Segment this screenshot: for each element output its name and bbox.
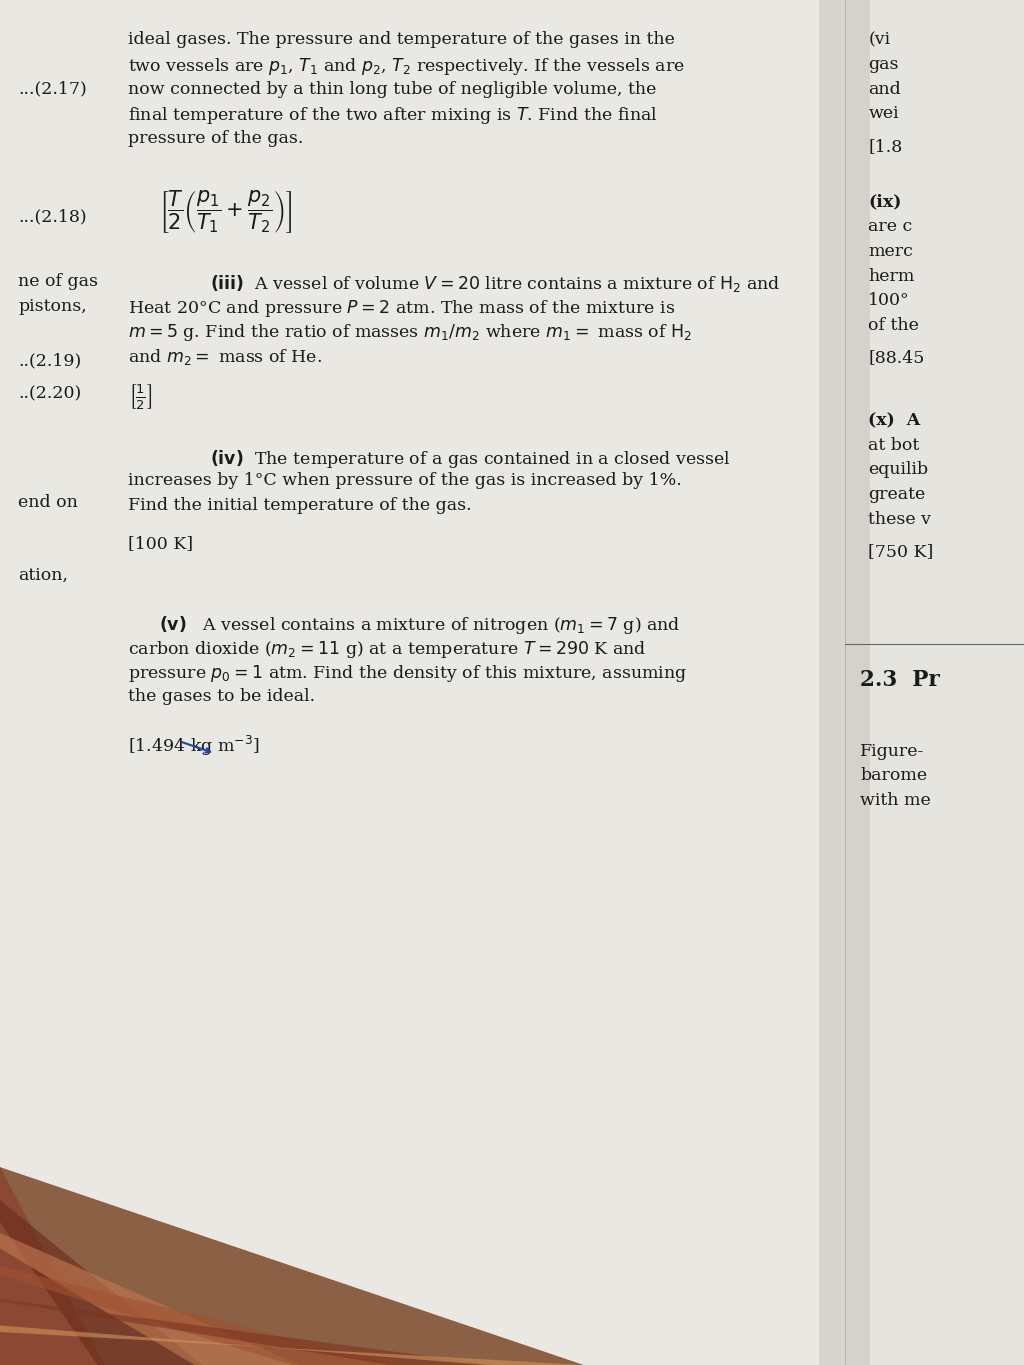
- Text: of the: of the: [868, 317, 920, 333]
- Text: ideal gases. The pressure and temperature of the gases in the: ideal gases. The pressure and temperatur…: [128, 31, 675, 48]
- Text: wei: wei: [868, 105, 899, 121]
- Text: [100 K]: [100 K]: [128, 535, 194, 551]
- Text: now connected by a thin long tube of negligible volume, the: now connected by a thin long tube of neg…: [128, 81, 656, 97]
- Text: $m=5$ g. Find the ratio of masses $m_1/m_2$ where $m_1=$ mass of $\mathrm{H_2}$: $m=5$ g. Find the ratio of masses $m_1/m…: [128, 322, 692, 343]
- Text: $\bf{(iii)}$  A vessel of volume $V=20$ litre contains a mixture of $\mathrm{H_2: $\bf{(iii)}$ A vessel of volume $V=20$ l…: [210, 273, 780, 293]
- Text: ...(2.18): ...(2.18): [18, 209, 87, 225]
- Polygon shape: [0, 1167, 584, 1365]
- Text: and $m_2=$ mass of He.: and $m_2=$ mass of He.: [128, 347, 323, 367]
- Text: 2.3  Pr: 2.3 Pr: [860, 669, 940, 691]
- Polygon shape: [0, 1167, 105, 1365]
- Text: at bot: at bot: [868, 437, 920, 453]
- Text: Figure-: Figure-: [860, 743, 925, 759]
- Text: final temperature of the two after mixing is $T$. Find the final: final temperature of the two after mixin…: [128, 105, 657, 126]
- Text: two vessels are $p_1$, $T_1$ and $p_2$, $T_2$ respectively. If the vessels are: two vessels are $p_1$, $T_1$ and $p_2$, …: [128, 56, 685, 76]
- Text: ation,: ation,: [18, 566, 69, 583]
- Text: merc: merc: [868, 243, 913, 259]
- Text: $\left[\frac{1}{2}\right]$: $\left[\frac{1}{2}\right]$: [128, 382, 153, 412]
- Text: [88.45: [88.45: [868, 349, 925, 366]
- Polygon shape: [0, 1267, 397, 1365]
- Text: with me: with me: [860, 792, 931, 808]
- Polygon shape: [0, 1200, 203, 1365]
- Text: end on: end on: [18, 494, 78, 511]
- Text: herm: herm: [868, 268, 914, 284]
- Text: [750 K]: [750 K]: [868, 543, 934, 560]
- Text: pressure $p_0 = 1$ atm. Find the density of this mixture, assuming: pressure $p_0 = 1$ atm. Find the density…: [128, 663, 687, 684]
- Polygon shape: [0, 1325, 584, 1365]
- Text: equilib: equilib: [868, 461, 929, 478]
- Text: ...(2.17): ...(2.17): [18, 81, 87, 97]
- Text: (vi: (vi: [868, 31, 891, 48]
- Text: pressure of the gas.: pressure of the gas.: [128, 130, 303, 146]
- Text: ..(2.20): ..(2.20): [18, 385, 82, 401]
- Text: $\bf{(v)}$   A vessel contains a mixture of nitrogen ($m_1 = 7$ g) and: $\bf{(v)}$ A vessel contains a mixture o…: [159, 614, 680, 636]
- Text: (x)  A: (x) A: [868, 412, 921, 429]
- Text: ..(2.19): ..(2.19): [18, 352, 82, 369]
- Text: pistons,: pistons,: [18, 298, 87, 314]
- Text: ne of gas: ne of gas: [18, 273, 98, 289]
- Text: barome: barome: [860, 767, 928, 784]
- Text: the gases to be ideal.: the gases to be ideal.: [128, 688, 315, 704]
- Text: carbon dioxide ($m_2 = 11$ g) at a temperature $T = 290$ K and: carbon dioxide ($m_2 = 11$ g) at a tempe…: [128, 639, 646, 659]
- Text: Find the initial temperature of the gas.: Find the initial temperature of the gas.: [128, 497, 472, 513]
- Polygon shape: [0, 1233, 300, 1365]
- Text: Heat 20°C and pressure $P=2$ atm. The mass of the mixture is: Heat 20°C and pressure $P=2$ atm. The ma…: [128, 298, 675, 318]
- Text: gas: gas: [868, 56, 899, 72]
- Polygon shape: [0, 1299, 495, 1365]
- Text: [1.494 kg m$^{-3}$]: [1.494 kg m$^{-3}$]: [128, 734, 259, 759]
- Text: (ix): (ix): [868, 194, 902, 210]
- Text: $\bf{(iv)}$  The temperature of a gas contained in a closed vessel: $\bf{(iv)}$ The temperature of a gas con…: [210, 448, 730, 470]
- Text: and: and: [868, 81, 901, 97]
- Text: increases by 1°C when pressure of the gas is increased by 1%.: increases by 1°C when pressure of the ga…: [128, 472, 682, 489]
- Text: $\left[\dfrac{T}{2}\left(\dfrac{p_1}{T_1}+\dfrac{p_2}{T_2}\right)\right]$: $\left[\dfrac{T}{2}\left(\dfrac{p_1}{T_1…: [159, 188, 292, 235]
- Bar: [845, 0, 1024, 1365]
- Text: these v: these v: [868, 511, 932, 527]
- Bar: [819, 0, 870, 1365]
- Text: 100°: 100°: [868, 292, 910, 308]
- Text: [1.8: [1.8: [868, 138, 902, 154]
- Text: are c: are c: [868, 218, 912, 235]
- Bar: [0, 0, 845, 1365]
- Text: greate: greate: [868, 486, 926, 502]
